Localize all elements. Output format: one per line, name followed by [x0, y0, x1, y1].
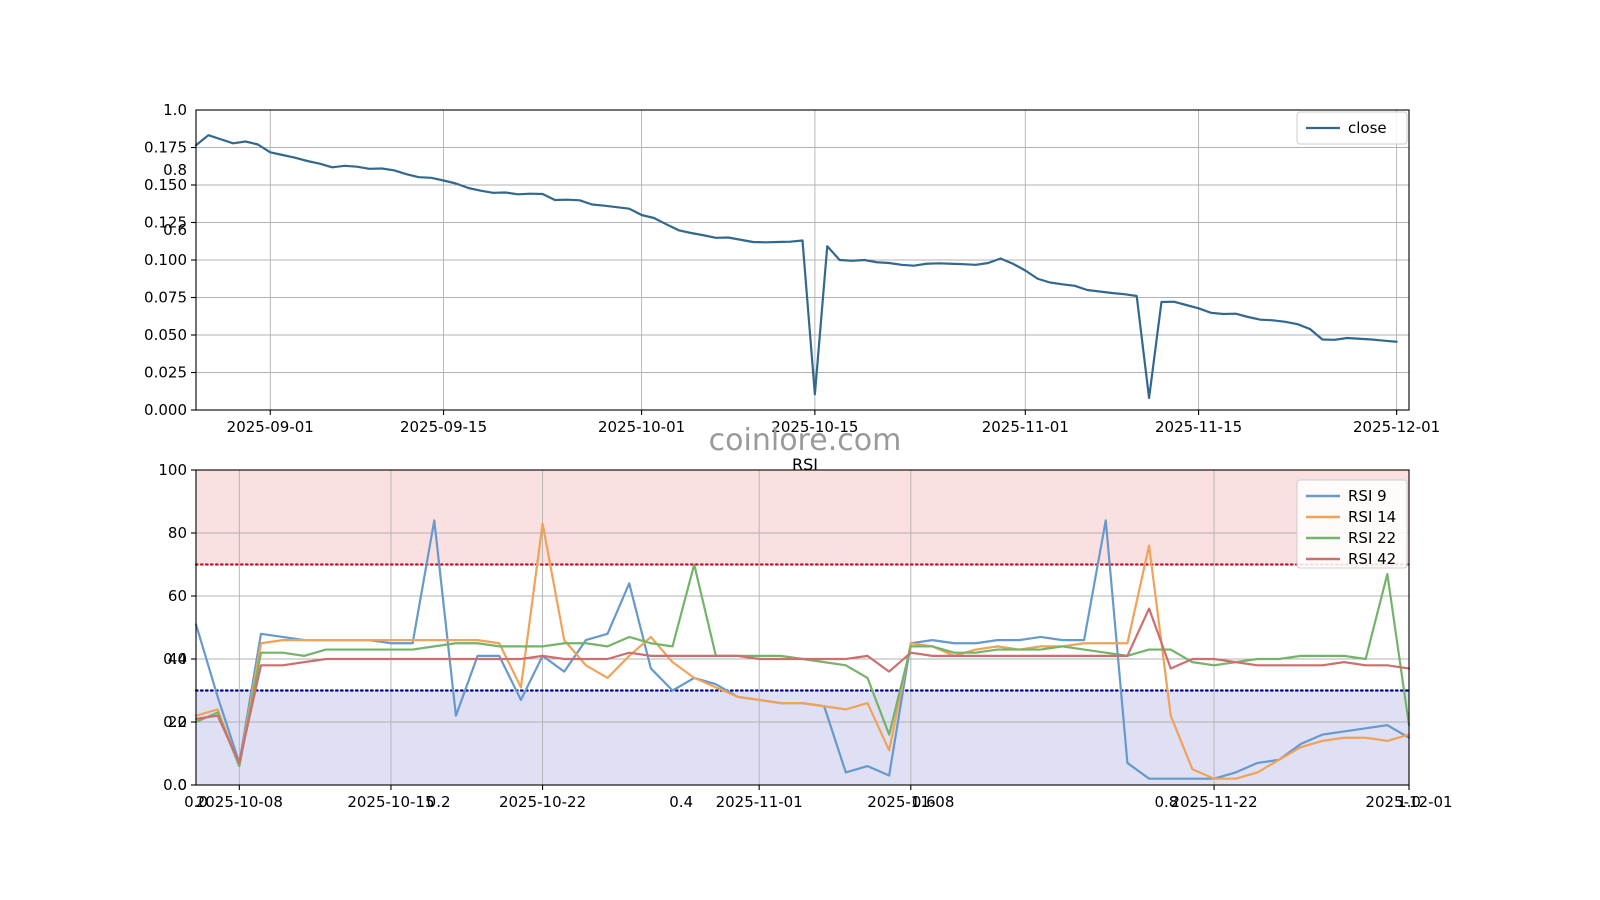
rsi-band-70-100: [196, 470, 1409, 565]
y-tick-label: 0.000: [144, 401, 187, 419]
rsi-x-axis-labels: 2025-10-08 2025-10-15 2025-10-22 2025-11-01…: [196, 785, 1453, 811]
x-tick-label-secondary: 1.0: [1397, 793, 1421, 811]
x-tick-label: 2025-10-01: [598, 418, 685, 436]
x-tick-label: 2025-11-01: [716, 793, 803, 811]
x-tick-label: 2025-11-22: [1170, 793, 1257, 811]
x-tick-label-secondary: 0.0: [184, 793, 208, 811]
rsi-x-axis-secondary-labels: 0.0 0.2 0.4 0.6 0.8 1.0: [184, 793, 1421, 811]
y-tick-label: 0.125: [144, 214, 187, 232]
y-tick-label: 0.175: [144, 139, 187, 157]
watermark-layer: coinlore.com RSI: [709, 425, 902, 474]
y-tick-label: 100: [158, 461, 187, 479]
y-tick-label: 0.075: [144, 289, 187, 307]
x-tick-label: 2025-11-01: [982, 418, 1069, 436]
rsi-y-axis-labels: 0 20 40 60 80 100: [158, 461, 196, 794]
x-tick-label: 2025-11-15: [1155, 418, 1242, 436]
y-tick-label-secondary: 0.4: [163, 650, 187, 668]
x-tick-label: 2025-10-22: [499, 793, 586, 811]
x-tick-label: 2025-12-01: [1365, 793, 1452, 811]
coinlore-watermark: coinlore.com: [709, 425, 902, 458]
x-tick-label: 2025-10-15: [347, 793, 434, 811]
x-tick-label-secondary: 0.4: [669, 793, 693, 811]
y-tick-label: 80: [168, 524, 187, 542]
series-line-close: [194, 134, 1398, 400]
rsi-y-axis-secondary-labels: 0.0 0.2 0.4: [163, 650, 187, 794]
y-tick-label-secondary: 0.8: [163, 161, 187, 179]
y-tick-label: 60: [168, 587, 187, 605]
x-tick-label: 2025-11-08: [867, 793, 954, 811]
price-x-axis-labels: 2025-09-01 2025-09-15 2025-10-01 2025-10-15…: [227, 410, 1440, 436]
rsi-axes-frame: [195, 469, 1410, 786]
price-gridlines: [196, 110, 1409, 411]
x-tick-label: 2025-09-01: [227, 418, 314, 436]
y-tick-label: 0.100: [144, 251, 187, 269]
y-tick-label: 0.025: [144, 364, 187, 382]
y-tick-label: 0.050: [144, 326, 187, 344]
x-tick-label: 2025-10-08: [196, 793, 283, 811]
y-tick-label: 0: [177, 776, 187, 794]
x-tick-label-secondary: 0.2: [427, 793, 451, 811]
rsi-band-0-30: [196, 690, 1409, 785]
x-tick-label-secondary: 0.8: [1154, 793, 1178, 811]
x-tick-label: 2025-10-15: [771, 418, 858, 436]
y-tick-label-secondary: 1.0: [163, 101, 187, 119]
legend-label-RSI-14[interactable]: RSI 14: [1348, 508, 1396, 526]
rsi-series-group: [194, 519, 1411, 780]
legend-label-RSI-22[interactable]: RSI 22: [1348, 529, 1396, 547]
legend-background: [1296, 111, 1408, 145]
axes-frame: [195, 469, 1410, 786]
legend-label-RSI-9[interactable]: RSI 9: [1348, 487, 1387, 505]
x-tick-label: 2025-09-15: [400, 418, 487, 436]
price-y-axis-secondary-labels: 0.6 0.8 1.0: [163, 101, 187, 239]
legend-label-RSI-42[interactable]: RSI 42: [1348, 550, 1396, 568]
series-line-RSI-42: [194, 607, 1411, 765]
x-tick-label-secondary: 0.6: [912, 793, 936, 811]
x-tick-label: 2025-12-01: [1353, 418, 1440, 436]
legend-background: [1296, 479, 1408, 569]
y-tick-label-secondary: 0.0: [163, 776, 187, 794]
price-legend[interactable]: close: [1296, 111, 1408, 145]
y-tick-label: 40: [168, 650, 187, 668]
rsi-threshold-lines: [194, 563, 1411, 692]
legend-label-close[interactable]: close: [1348, 119, 1387, 137]
y-tick-label-secondary: 0.6: [163, 221, 187, 239]
price-series-group: [194, 134, 1398, 400]
price-chart-panel: 0.000 0.025 0.050 0.075 0.100 0.125 0.150 0.175…: [144, 101, 1440, 436]
y-tick-label: 0.150: [144, 176, 187, 194]
rsi-panel-title: RSI: [792, 455, 818, 474]
y-tick-label: 20: [168, 713, 187, 731]
series-line-RSI-14: [194, 522, 1411, 780]
price-y-axis-labels: 0.000 0.025 0.050 0.075 0.100 0.125 0.150 0.175: [144, 139, 196, 419]
rsi-threshold-bands: [196, 470, 1409, 785]
rsi-legend[interactable]: RSI 9 RSI 14 RSI 22 RSI 42: [1296, 479, 1408, 569]
y-tick-label-secondary: 0.2: [163, 713, 187, 731]
